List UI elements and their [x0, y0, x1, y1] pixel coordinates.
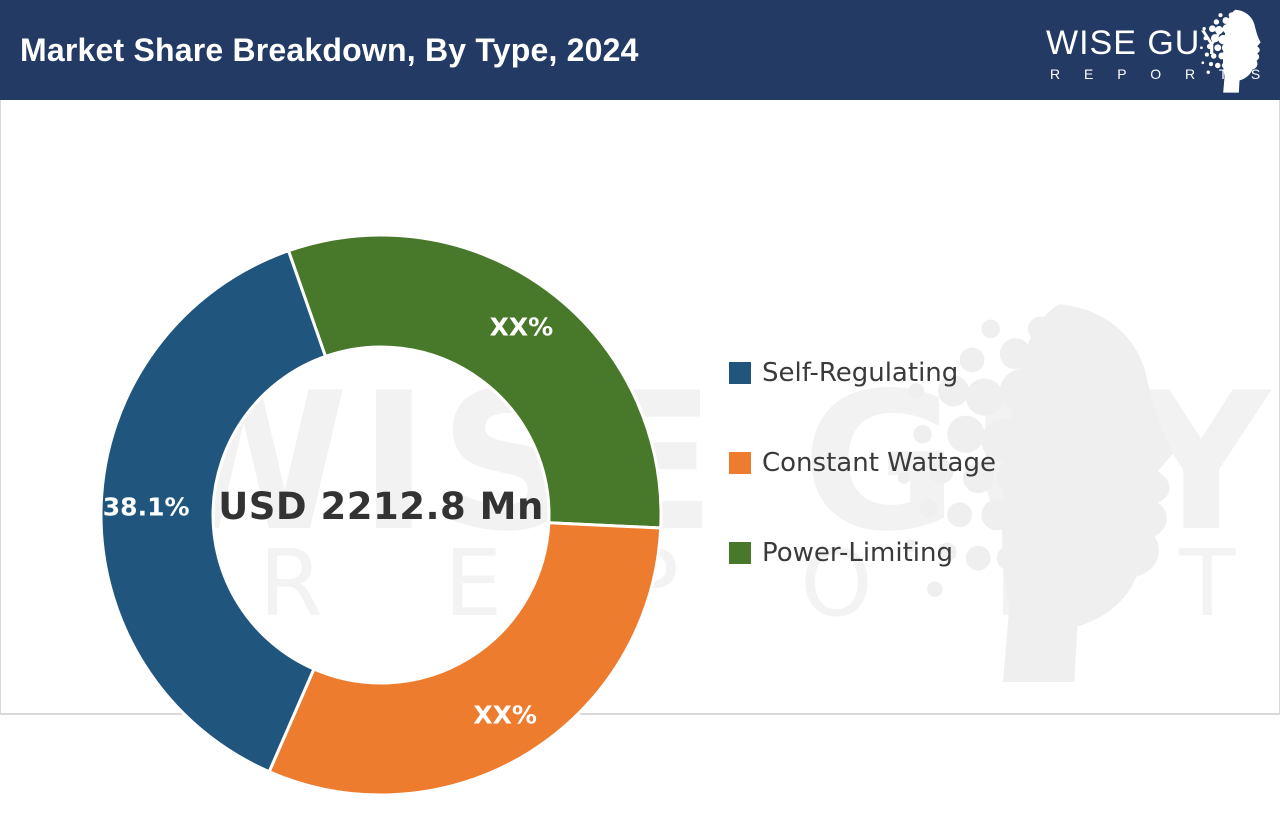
slice-label: XX% [490, 313, 554, 342]
donut-slice-self-regulating [99, 249, 327, 774]
legend-label: Self-Regulating [762, 358, 959, 388]
logo-text: WISE GUY R E P O R T S [1046, 24, 1270, 82]
legend-item: Power-Limiting [729, 538, 996, 568]
header-bar: Market Share Breakdown, By Type, 2024 WI… [0, 0, 1280, 100]
legend-swatch [729, 452, 751, 474]
legend-swatch [729, 542, 751, 564]
chart-legend: Self-Regulating Constant Wattage Power-Lim… [729, 358, 996, 630]
donut-center-label: USD 2212.8 Mn [218, 485, 544, 528]
wise-guy-logo: WISE GUY R E P O R T S [1024, 6, 1264, 94]
chart-area: WISE GUY R E P O R T S XX%XX%38.1% USD 2… [0, 100, 1280, 797]
legend-label: Power-Limiting [762, 538, 953, 568]
logo-name: WISE GUY [1046, 24, 1225, 62]
legend-label: Constant Wattage [762, 448, 996, 478]
legend-item: Self-Regulating [729, 358, 996, 388]
donut-slice-constant-wattage [267, 521, 663, 797]
logo-subtitle: R E P O R T S [1050, 66, 1271, 82]
page-title: Market Share Breakdown, By Type, 2024 [20, 31, 639, 68]
slice-label: 38.1% [103, 492, 190, 521]
logo-face-icon [1200, 9, 1261, 93]
legend-swatch [729, 362, 751, 384]
donut-slice-power-limiting [286, 233, 663, 530]
legend-item: Constant Wattage [729, 448, 996, 478]
slice-label: XX% [473, 701, 537, 730]
